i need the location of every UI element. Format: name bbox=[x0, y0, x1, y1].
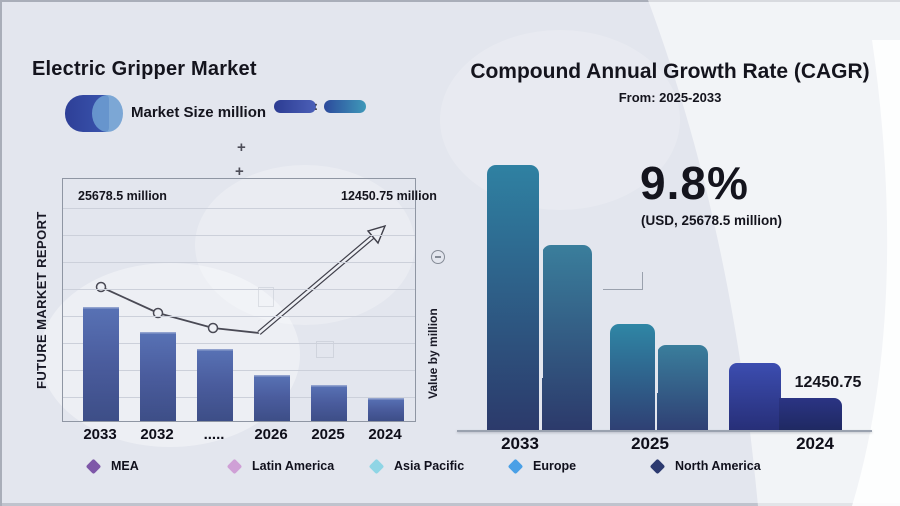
left-chart-y-axis-label: FUTURE MARKET REPORT bbox=[34, 211, 49, 389]
left-chart-x-tick-label: ..... bbox=[203, 426, 225, 443]
left-chart-annotation-end: 12450.75 million bbox=[341, 189, 437, 203]
left-chart-bar bbox=[368, 398, 404, 421]
left-chart-bar bbox=[197, 349, 233, 421]
legend-item-mea: MEA bbox=[85, 458, 139, 474]
market-size-label: Market Size million bbox=[131, 104, 267, 121]
legend-label: Latin America bbox=[252, 459, 335, 473]
gridline bbox=[63, 316, 415, 317]
ghost-document-icon bbox=[258, 287, 274, 307]
right-chart-xlabels: 2033 2025 2024 bbox=[465, 434, 860, 454]
right-chart-bar bbox=[487, 165, 539, 430]
legend-item-asia-pacific: Asia Pacific bbox=[368, 458, 465, 474]
right-chart-data-label: 12450.75 bbox=[794, 374, 862, 391]
corner-bracket-decor bbox=[603, 272, 643, 290]
left-chart-x-tick-label: 2026 bbox=[254, 426, 288, 443]
left-chart-annotation-start: 25678.5 million bbox=[78, 189, 167, 203]
right-chart-plot bbox=[457, 160, 872, 432]
legend-item-europe: Europe bbox=[507, 458, 577, 474]
left-chart-bar bbox=[254, 375, 290, 421]
cagr-title: Compound Annual Growth Rate (CAGR) bbox=[470, 60, 870, 83]
gridline bbox=[63, 343, 415, 344]
left-chart-bar bbox=[140, 332, 176, 421]
right-chart-bar bbox=[779, 398, 842, 430]
region-legend: MEA Latin America Asia Pacific Europe North … bbox=[0, 458, 900, 481]
value-axis-label: Value by million bbox=[426, 308, 440, 400]
cagr-detail: (USD, 25678.5 million) bbox=[641, 213, 783, 228]
right-chart-x-tick-label: 2033 bbox=[501, 434, 539, 453]
left-chart-x-tick-label: 2032 bbox=[140, 426, 174, 443]
legend-label: North America bbox=[675, 459, 761, 473]
page-title: Electric Gripper Market bbox=[32, 58, 257, 80]
ratio-pill-right-icon bbox=[324, 100, 366, 113]
ratio-pill-left-icon bbox=[274, 100, 316, 113]
legend-label: Europe bbox=[533, 459, 577, 473]
bar-gap-notch bbox=[655, 345, 658, 393]
plus-icon: + bbox=[235, 163, 244, 180]
right-chart-axis-line bbox=[457, 430, 872, 432]
left-chart-x-tick-label: 2033 bbox=[83, 426, 117, 443]
right-chart-bar bbox=[542, 245, 592, 430]
ratio-colon: : bbox=[314, 99, 318, 113]
cylinder-cap bbox=[92, 95, 123, 132]
bar-gap-notch bbox=[540, 245, 543, 378]
left-chart-x-tick-label: 2025 bbox=[311, 426, 345, 443]
right-chart-bar bbox=[657, 345, 708, 430]
legend-diamond-icon bbox=[85, 458, 102, 474]
legend-diamond-icon bbox=[226, 458, 243, 474]
gridline bbox=[63, 208, 415, 209]
legend-diamond-icon bbox=[649, 458, 666, 474]
right-chart-x-tick-label: 2024 bbox=[796, 434, 834, 453]
legend-item-latin-america: Latin America bbox=[226, 458, 335, 474]
right-chart-bar bbox=[729, 363, 781, 430]
gridline bbox=[63, 289, 415, 290]
right-chart-bar bbox=[610, 324, 655, 430]
cagr-subtitle: From: 2025-2033 bbox=[618, 90, 722, 105]
gridline bbox=[63, 370, 415, 371]
legend-diamond-icon bbox=[368, 458, 385, 474]
plus-icon: + bbox=[237, 139, 246, 156]
ghost-document-icon bbox=[316, 341, 334, 358]
left-chart-xlabels: 2033 2032..... 2026 2025 2024 bbox=[62, 426, 416, 444]
left-chart-bar bbox=[311, 385, 347, 421]
left-chart-x-tick-label: 2024 bbox=[368, 426, 402, 443]
circle-minus-icon bbox=[431, 250, 445, 264]
legend-label: MEA bbox=[111, 459, 139, 473]
cagr-value: 9.8% bbox=[640, 157, 749, 209]
cylinder-icon bbox=[65, 95, 123, 132]
gridline bbox=[63, 235, 415, 236]
legend-label: Asia Pacific bbox=[394, 459, 465, 473]
gridline bbox=[63, 397, 415, 398]
right-chart-x-tick-label: 2025 bbox=[631, 434, 669, 453]
legend-diamond-icon bbox=[507, 458, 524, 474]
left-chart-plot bbox=[62, 178, 416, 422]
legend-item-north-america: North America bbox=[649, 458, 761, 474]
left-chart-bar bbox=[83, 307, 119, 421]
gridline bbox=[63, 262, 415, 263]
